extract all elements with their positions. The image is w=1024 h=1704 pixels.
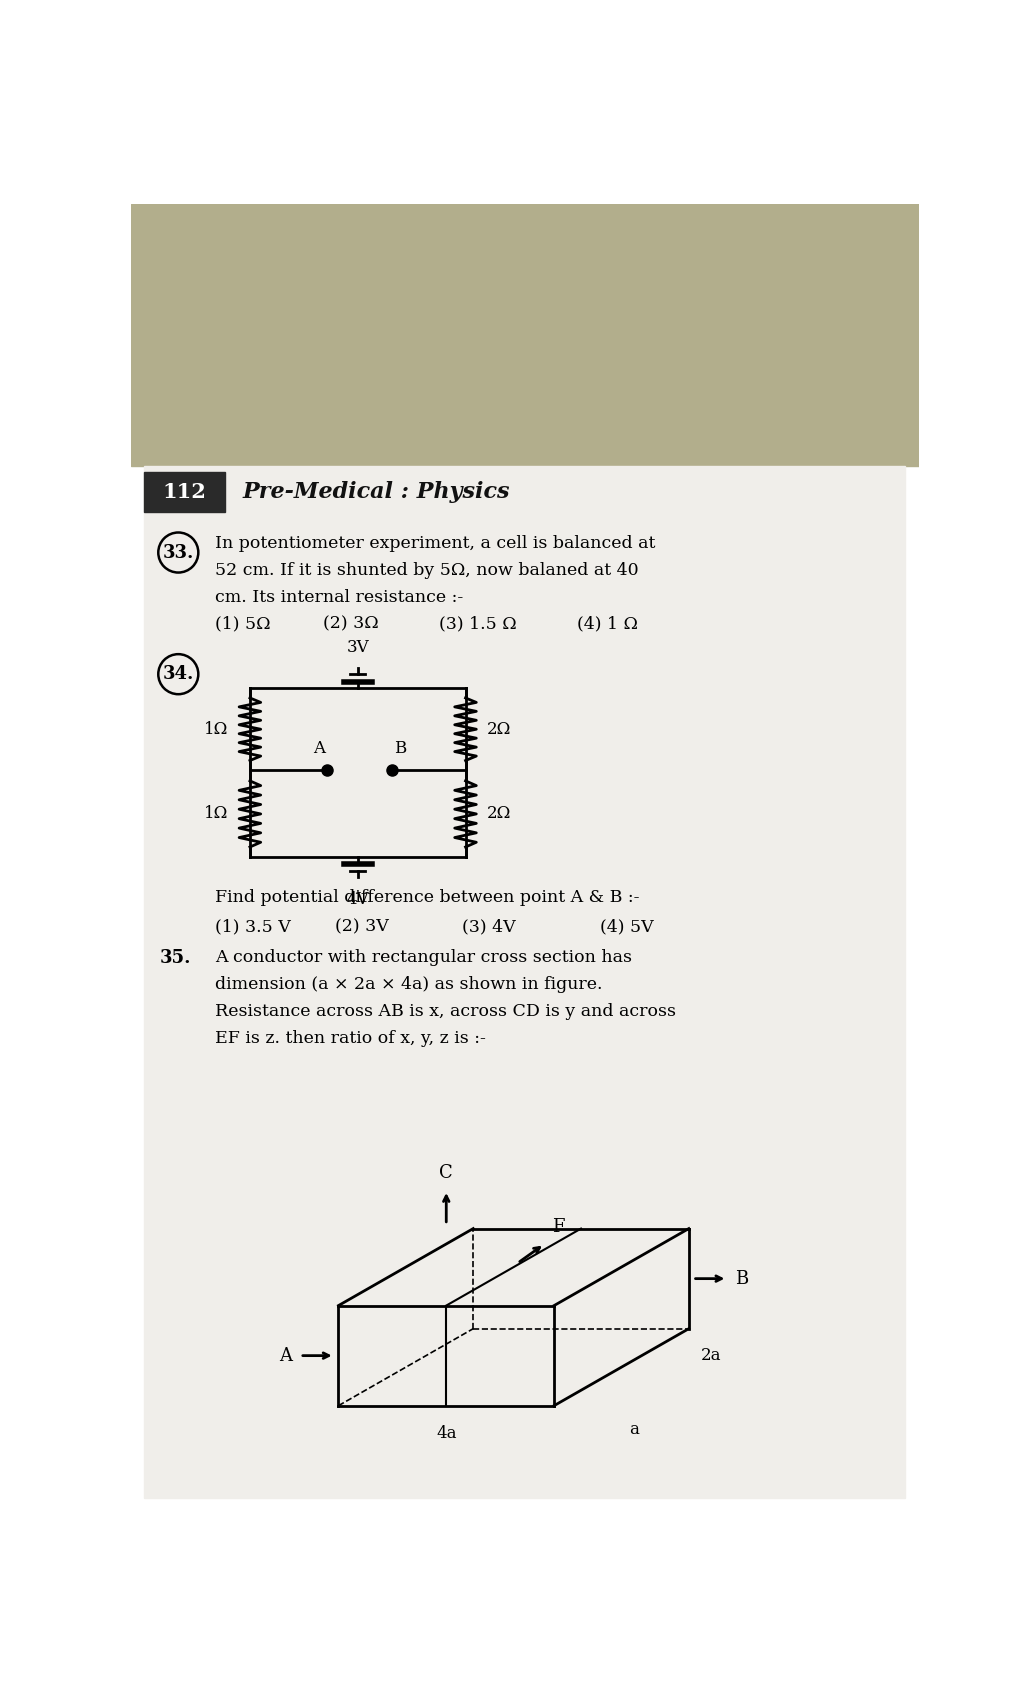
Bar <box>144 467 905 1498</box>
Text: 34.: 34. <box>163 665 194 683</box>
Text: 2Ω: 2Ω <box>487 806 511 823</box>
Text: 33.: 33. <box>163 544 194 562</box>
Text: (4) 5V: (4) 5V <box>600 918 654 935</box>
Text: (1) 5Ω: (1) 5Ω <box>215 615 270 632</box>
Text: 112: 112 <box>163 482 207 503</box>
Text: (3) 1.5 Ω: (3) 1.5 Ω <box>438 615 516 632</box>
Text: A conductor with rectangular cross section has: A conductor with rectangular cross secti… <box>215 949 632 966</box>
Text: Find potential difference between point A & B :-: Find potential difference between point … <box>215 889 640 907</box>
Text: 2Ω: 2Ω <box>487 721 511 738</box>
Text: a: a <box>629 1421 639 1438</box>
Bar <box>144 472 225 513</box>
Text: Pre-Medical : Physics: Pre-Medical : Physics <box>243 482 510 503</box>
Text: C: C <box>439 1164 454 1183</box>
Text: (1) 3.5 V: (1) 3.5 V <box>215 918 291 935</box>
Text: B: B <box>394 740 407 757</box>
Text: F: F <box>552 1218 564 1237</box>
Text: (3) 4V: (3) 4V <box>462 918 515 935</box>
Text: (2) 3V: (2) 3V <box>335 918 388 935</box>
Text: A: A <box>313 740 326 757</box>
Text: 35.: 35. <box>160 949 191 966</box>
Text: B: B <box>735 1269 749 1288</box>
Text: A: A <box>280 1346 292 1365</box>
Text: cm. Its internal resistance :-: cm. Its internal resistance :- <box>215 588 464 605</box>
Text: In potentiometer experiment, a cell is balanced at: In potentiometer experiment, a cell is b… <box>215 535 655 552</box>
Text: 1Ω: 1Ω <box>204 806 228 823</box>
Text: 1Ω: 1Ω <box>204 721 228 738</box>
Text: 4a: 4a <box>436 1425 457 1442</box>
Bar <box>131 204 920 467</box>
Text: dimension (a × 2a × 4a) as shown in figure.: dimension (a × 2a × 4a) as shown in figu… <box>215 976 603 993</box>
Text: EF is z. then ratio of x, y, z is :-: EF is z. then ratio of x, y, z is :- <box>215 1029 486 1046</box>
Text: (2) 3Ω: (2) 3Ω <box>323 615 379 632</box>
Text: 3V: 3V <box>346 639 369 656</box>
Text: 4V: 4V <box>346 891 369 908</box>
Text: 52 cm. If it is shunted by 5Ω, now balaned at 40: 52 cm. If it is shunted by 5Ω, now balan… <box>215 562 639 579</box>
Text: 2a: 2a <box>700 1348 721 1365</box>
Text: (4) 1 Ω: (4) 1 Ω <box>578 615 638 632</box>
Text: Resistance across AB is x, across CD is y and across: Resistance across AB is x, across CD is … <box>215 1004 676 1021</box>
